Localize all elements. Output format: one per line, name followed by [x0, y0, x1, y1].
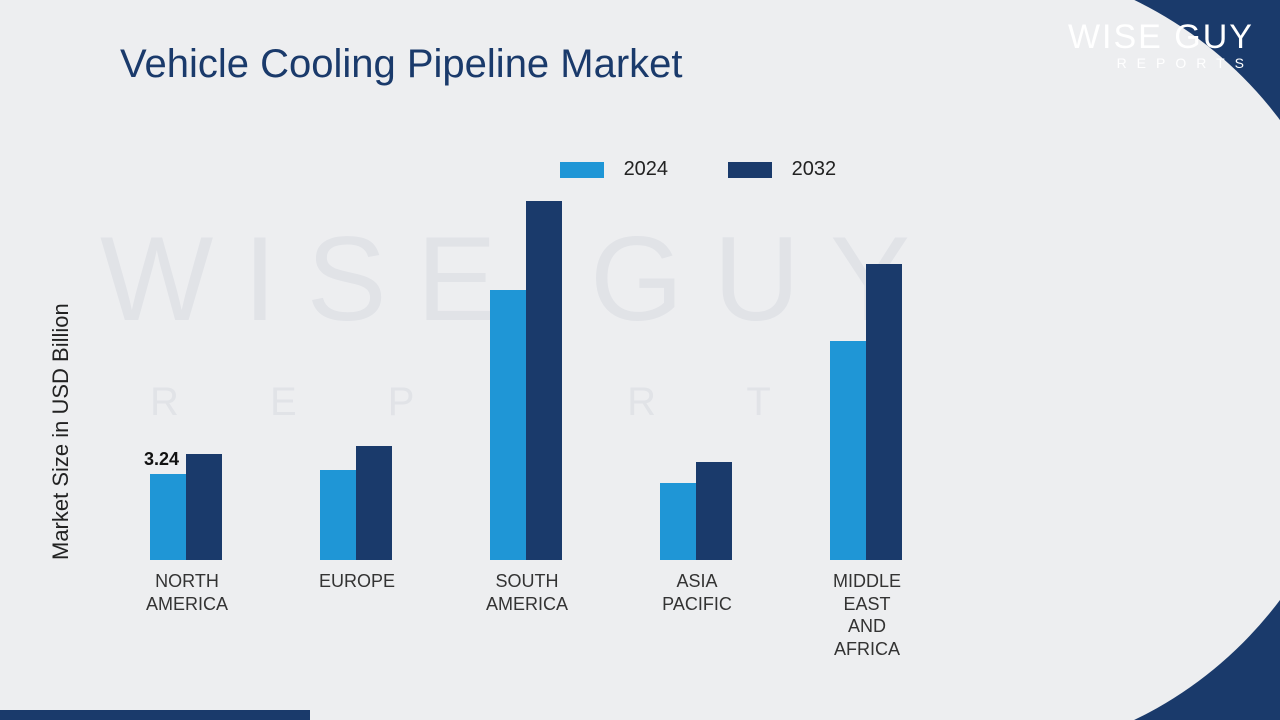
x-label: MIDDLEEASTANDAFRICA	[802, 570, 932, 660]
chart-stage: WISE GUY REPORTS Vehicle Cooling Pipelin…	[0, 0, 1280, 720]
x-label: SOUTHAMERICA	[462, 570, 592, 615]
brand-logo: WISE GUY REPORTS	[1068, 18, 1254, 71]
y-axis-label: Market Size in USD Billion	[48, 303, 74, 560]
x-label: NORTHAMERICA	[122, 570, 252, 615]
bar-2032	[866, 264, 902, 560]
chart-title: Vehicle Cooling Pipeline Market	[120, 42, 683, 87]
bar-2024	[660, 483, 696, 560]
bar-2024	[830, 341, 866, 560]
data-label: 3.24	[144, 449, 179, 470]
legend-label-2032: 2032	[792, 158, 837, 180]
logo-sub: REPORTS	[1068, 55, 1254, 71]
x-label: EUROPE	[292, 570, 422, 593]
bar-2032	[696, 462, 732, 560]
legend-swatch-2032	[728, 162, 772, 178]
bar-chart: 3.24	[120, 190, 990, 560]
bar-2032	[186, 454, 222, 560]
bar-2024	[320, 470, 356, 560]
x-label: ASIAPACIFIC	[632, 570, 762, 615]
bar-2024	[150, 474, 186, 560]
bar-2024	[490, 290, 526, 560]
legend-label-2024: 2024	[624, 158, 669, 180]
bottom-accent-bar	[0, 710, 310, 720]
legend-item-2032: 2032	[728, 158, 836, 181]
bar-2032	[356, 446, 392, 560]
legend-swatch-2024	[560, 162, 604, 178]
logo-top: WISE GUY	[1068, 18, 1254, 57]
chart-legend: 2024 2032	[560, 158, 836, 181]
bar-2032	[526, 201, 562, 560]
legend-item-2024: 2024	[560, 158, 668, 181]
